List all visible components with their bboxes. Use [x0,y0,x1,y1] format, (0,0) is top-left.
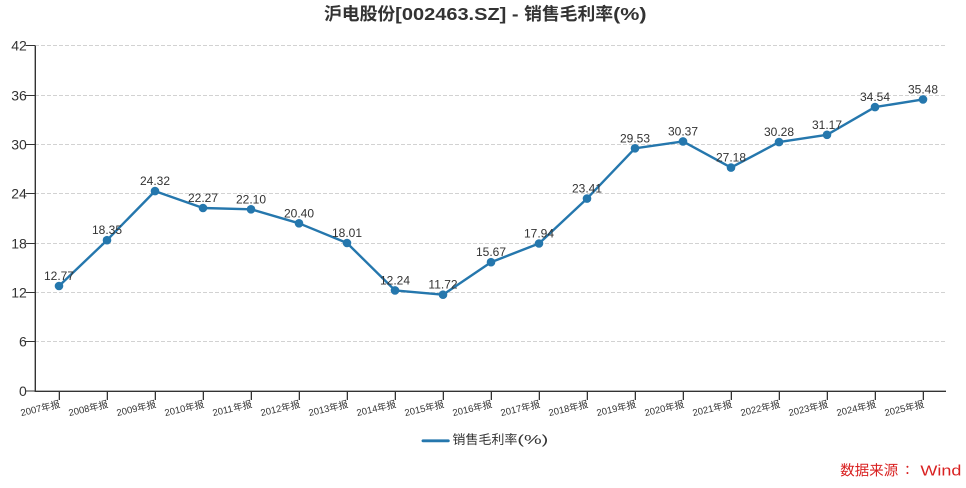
svg-text:6: 6 [19,334,27,350]
svg-text:(%): (%) [613,4,646,24]
svg-text:24.32: 24.32 [140,174,170,188]
svg-text:2023: 2023 [788,404,811,419]
svg-text:30.28: 30.28 [764,125,794,139]
svg-text:27.18: 27.18 [716,151,746,165]
svg-text:Wind: Wind [920,463,961,479]
svg-text:2016: 2016 [452,404,475,419]
svg-text:12: 12 [11,285,27,301]
svg-text:2007: 2007 [20,404,43,419]
svg-text:30.37: 30.37 [668,124,698,138]
svg-text:29.53: 29.53 [620,131,650,145]
svg-text:2015: 2015 [404,404,427,419]
svg-text:2021: 2021 [692,404,715,419]
svg-text:18.35: 18.35 [92,223,122,237]
svg-text:34.54: 34.54 [860,90,890,104]
svg-text:2010: 2010 [164,404,187,419]
svg-text:22.10: 22.10 [236,192,266,206]
svg-text:2022: 2022 [740,404,763,419]
svg-text:2019: 2019 [596,404,619,419]
svg-text:24: 24 [11,186,27,202]
svg-text:2011: 2011 [212,404,234,419]
svg-text:22.27: 22.27 [188,191,218,205]
svg-text:42: 42 [11,38,27,54]
svg-text:15.67: 15.67 [476,245,506,259]
svg-text:2018: 2018 [548,404,571,419]
svg-text:36: 36 [11,88,27,104]
svg-text:17.94: 17.94 [524,227,554,241]
svg-text:2012: 2012 [260,404,283,419]
svg-text:2008: 2008 [68,404,91,419]
svg-text:20.40: 20.40 [284,206,314,220]
svg-text:(%): (%) [517,432,548,447]
svg-text:2017: 2017 [500,404,523,419]
svg-text:0: 0 [19,383,27,399]
svg-text:2014: 2014 [356,403,380,419]
svg-text:31.17: 31.17 [812,118,842,132]
svg-text:2025: 2025 [884,404,907,419]
svg-text:[002463.SZ] -: [002463.SZ] - [395,4,524,24]
svg-text:18: 18 [11,236,27,252]
svg-text:2024: 2024 [836,403,860,419]
svg-text:12.24: 12.24 [380,273,410,287]
svg-text:12.77: 12.77 [44,269,74,283]
svg-text:2009: 2009 [116,404,139,419]
svg-text:2020: 2020 [644,404,667,419]
svg-text:18.01: 18.01 [332,226,362,240]
svg-text:11.72: 11.72 [428,278,457,292]
svg-text:2013: 2013 [308,404,331,419]
svg-text:30: 30 [11,137,27,153]
svg-text:35.48: 35.48 [908,82,938,96]
svg-text:23.41: 23.41 [572,182,602,196]
